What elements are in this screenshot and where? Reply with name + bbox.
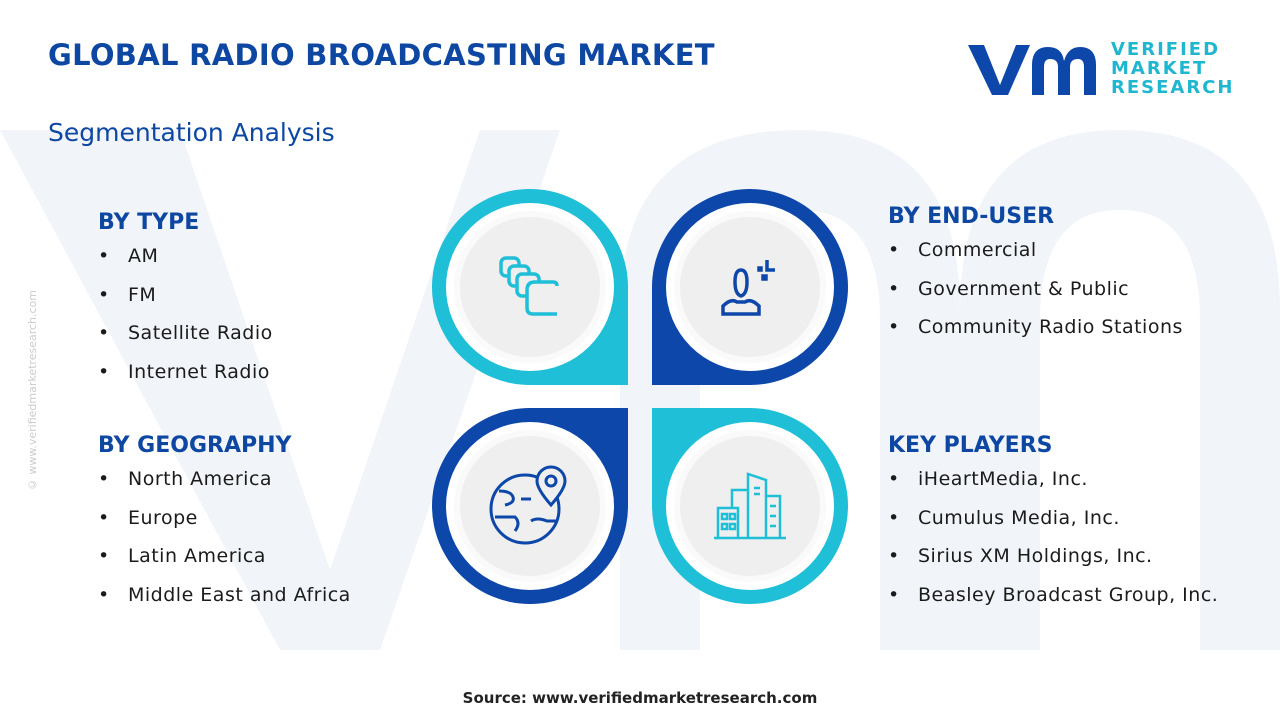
- watermark-logo: [0, 130, 1280, 650]
- segment-key-players: KEY PLAYERS • iHeartMedia, Inc. • Cumulus M…: [888, 433, 1218, 622]
- buildings-icon: [714, 472, 786, 540]
- vmr-logo-mark: [968, 44, 1096, 95]
- list-item: • Commercial: [888, 239, 1037, 261]
- list-item: • Latin America: [98, 545, 266, 567]
- list-item: • North America: [98, 468, 273, 490]
- logo-text-verified: VERIFIED: [1111, 39, 1221, 60]
- segment-heading: KEY PLAYERS: [888, 433, 1053, 458]
- segment-by-type: BY TYPE • AM • FM • Satellite Radio • Internet …: [98, 210, 273, 399]
- list-item: • Satellite Radio: [98, 322, 273, 344]
- list-item: • Sirius XM Holdings, Inc.: [888, 545, 1153, 567]
- vmr-logo: VERIFIED MARKET RESEARCH: [966, 40, 1234, 97]
- list-item: • Beasley Broadcast Group, Inc.: [888, 583, 1219, 606]
- page-title: GLOBAL RADIO BROADCASTING MARKET: [48, 38, 715, 72]
- segment-heading: BY END-USER: [888, 204, 1055, 229]
- list-item: • Middle East and Africa: [98, 583, 351, 606]
- segment-by-geography: BY GEOGRAPHY • North America • Europe • Latin…: [98, 433, 351, 622]
- user-icon: [721, 260, 775, 316]
- logo-text-research: RESEARCH: [1111, 77, 1235, 98]
- source-text: Source: www.verifiedmarketresearch.com: [462, 689, 818, 707]
- segment-heading: BY TYPE: [98, 210, 200, 235]
- list-item: • iHeartMedia, Inc.: [888, 468, 1088, 490]
- list-item: • Government & Public: [888, 277, 1130, 300]
- list-item: • Cumulus Media, Inc.: [888, 506, 1120, 529]
- segment-by-end-user: BY END-USER • Commercial • Government & Pub…: [888, 204, 1183, 355]
- globe-pin-icon: [489, 465, 567, 545]
- key-players-shape: [652, 408, 848, 604]
- list-item: • FM: [98, 283, 157, 306]
- list-item: • AM: [98, 245, 159, 267]
- geography-shape: [432, 408, 628, 604]
- side-watermark-text: © www.verifiedmarketresearch.com: [26, 290, 39, 492]
- stacked-cards-icon: [499, 256, 559, 316]
- list-item: • Europe: [98, 506, 198, 529]
- list-item: • Community Radio Stations: [888, 316, 1183, 338]
- end-user-shape: [652, 189, 848, 385]
- segment-heading: BY GEOGRAPHY: [98, 433, 292, 458]
- type-shape: [432, 189, 628, 385]
- list-item: • Internet Radio: [98, 360, 270, 383]
- logo-text-market: MARKET: [1111, 58, 1208, 79]
- page-subtitle: Segmentation Analysis: [48, 118, 335, 147]
